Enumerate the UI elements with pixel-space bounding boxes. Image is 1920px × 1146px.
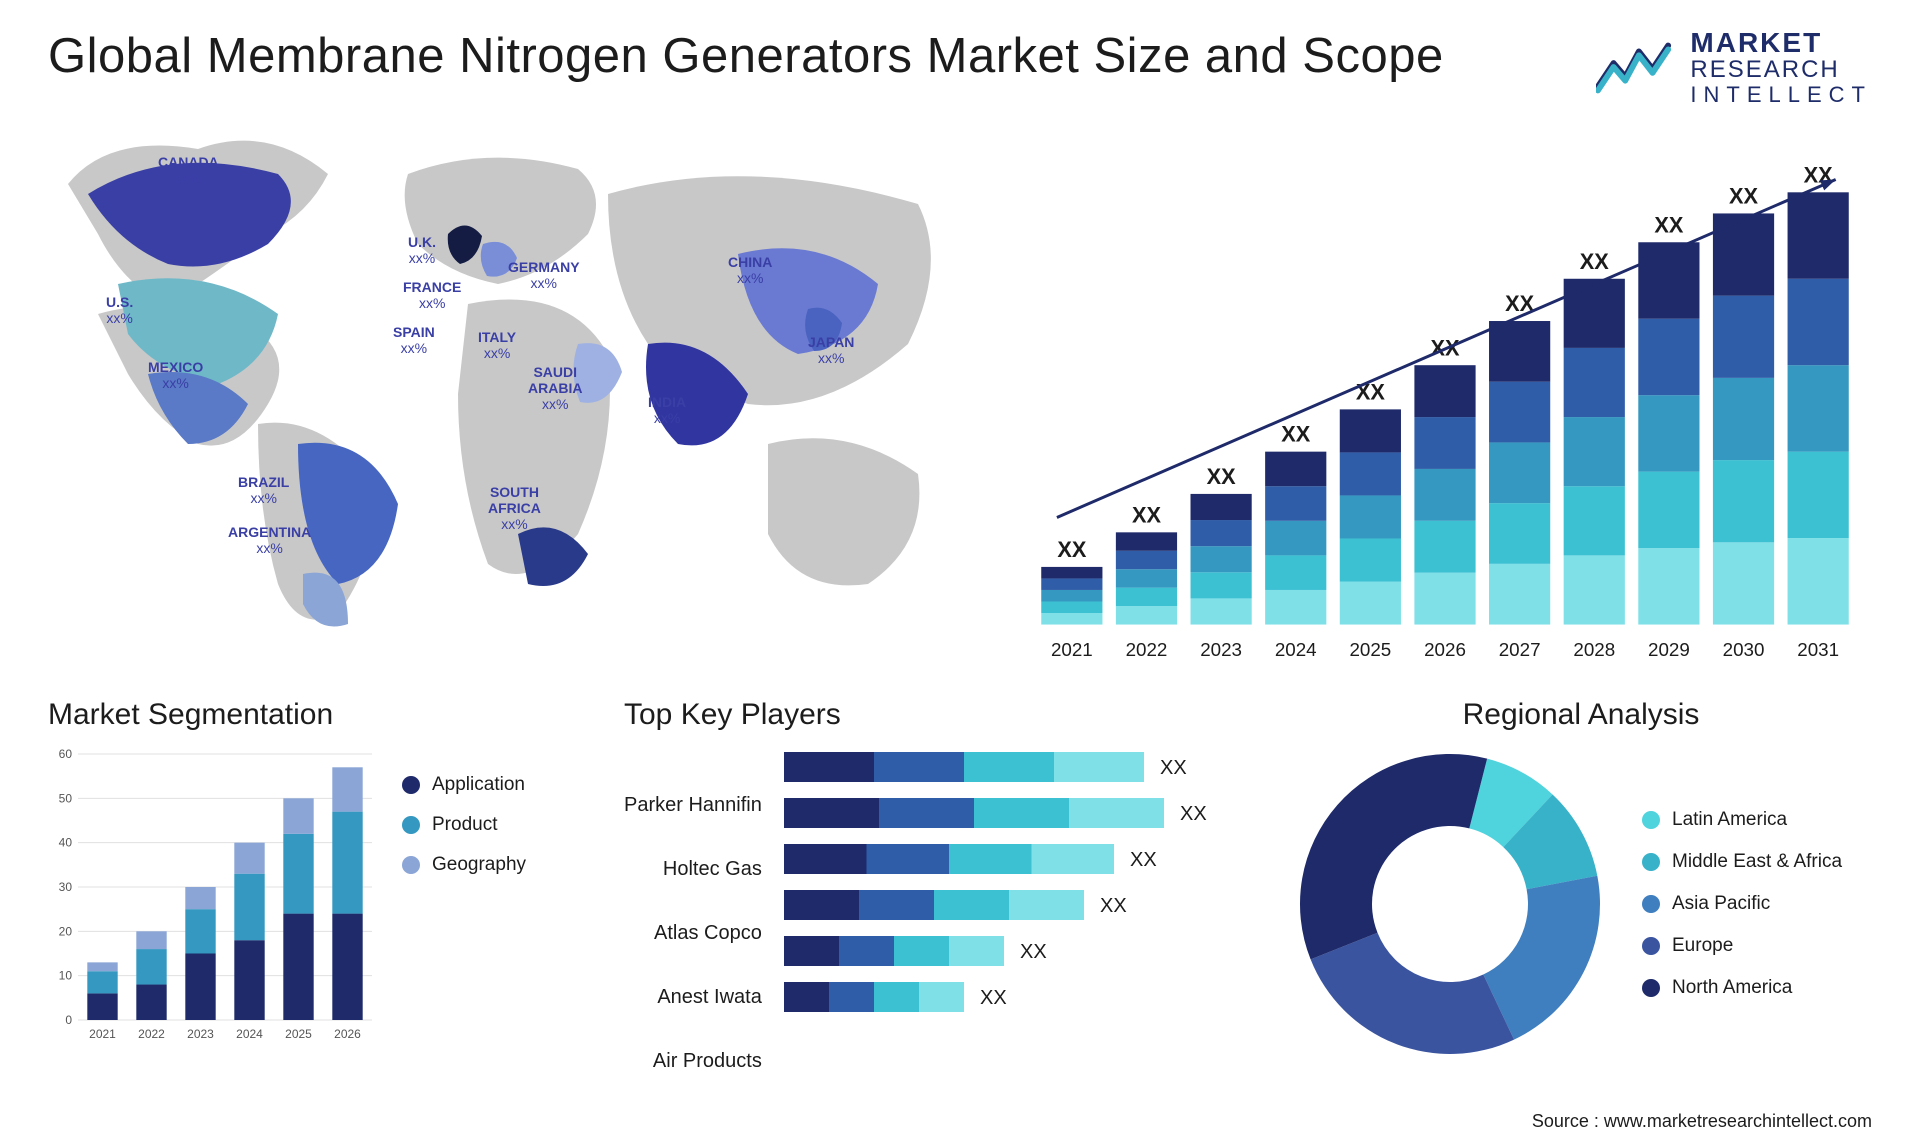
map-label: SOUTHAFRICAxx% [488,484,541,532]
legend-item: North America [1642,977,1842,999]
regional-donut [1290,744,1610,1064]
svg-text:50: 50 [59,791,73,805]
brand-line-1: MARKET [1690,28,1872,57]
brand-icon [1596,39,1674,95]
main-chart-svg: XX 2021 XX 2022 XX 2023 XX 2024 XX 2025 XX 2026 XX 20… [1018,130,1872,674]
svg-text:30: 30 [59,880,73,894]
map-label: SAUDIARABIAxx% [528,364,582,412]
map-label: SPAINxx% [393,324,435,356]
map-label: MEXICOxx% [148,359,203,391]
regional-legend: Latin America Middle East & Africa Asia Pa… [1642,809,1842,999]
map-label: U.S.xx% [106,294,133,326]
svg-text:XX: XX [1180,803,1207,825]
player-label: Holtec Gas [624,854,762,900]
map-label: BRAZILxx% [238,474,289,506]
svg-text:60: 60 [59,747,73,761]
page-title: Global Membrane Nitrogen Generators Mark… [48,28,1444,84]
svg-text:0: 0 [65,1013,72,1027]
key-players-title: Top Key Players [624,698,1254,732]
bottom-row: Market Segmentation 0 10 20 30 40 50 60 2021 202… [48,698,1872,1092]
map-label: ITALYxx% [478,329,516,361]
map-label: GERMANYxx% [508,259,580,291]
svg-text:2028: 2028 [1573,639,1615,660]
svg-text:XX: XX [1356,379,1386,404]
svg-text:2022: 2022 [1126,639,1168,660]
legend-item: Asia Pacific [1642,893,1842,915]
svg-text:XX: XX [1132,502,1162,527]
brand-logo: MARKET RESEARCH INTELLECT [1596,28,1872,106]
svg-text:2031: 2031 [1797,639,1839,660]
svg-text:2023: 2023 [187,1027,214,1041]
svg-text:2030: 2030 [1723,639,1765,660]
header: Global Membrane Nitrogen Generators Mark… [48,28,1872,106]
svg-text:XX: XX [1130,849,1157,871]
legend-item: Product [402,814,526,836]
svg-text:XX: XX [1020,941,1047,963]
main-chart: XX 2021 XX 2022 XX 2023 XX 2024 XX 2025 XX 2026 XX 20… [1018,114,1872,674]
player-label: Parker Hannifin [624,790,762,836]
svg-text:2022: 2022 [138,1027,165,1041]
svg-text:2021: 2021 [1051,639,1093,660]
svg-text:XX: XX [1100,895,1127,917]
brand-line-3: INTELLECT [1690,83,1872,106]
legend-item: Middle East & Africa [1642,851,1842,873]
svg-text:10: 10 [59,968,73,982]
segmentation-legend: Application Product Geography [402,774,526,1044]
source-attribution: Source : www.marketresearchintellect.com [1532,1111,1872,1132]
svg-text:XX: XX [1654,212,1684,237]
svg-text:2024: 2024 [1275,639,1317,660]
map-label: FRANCExx% [403,279,461,311]
legend-item: Latin America [1642,809,1842,831]
world-map-svg [48,114,978,674]
svg-text:2023: 2023 [1200,639,1242,660]
key-players-chart: XX XX XX XX XX XX [778,744,1218,1034]
svg-text:XX: XX [1207,464,1237,489]
brand-line-2: RESEARCH [1690,57,1872,82]
player-label: Atlas Copco [624,918,762,964]
svg-text:2024: 2024 [236,1027,263,1041]
regional-panel: Regional Analysis Latin America Middle Ea… [1290,698,1872,1092]
svg-text:XX: XX [980,987,1007,1009]
player-label: Air Products [624,1046,762,1092]
map-label: CHINAxx% [728,254,772,286]
svg-text:2025: 2025 [285,1027,312,1041]
map-label: JAPANxx% [808,334,854,366]
svg-text:XX: XX [1729,183,1759,208]
svg-text:20: 20 [59,924,73,938]
svg-text:2021: 2021 [89,1027,116,1041]
map-label: CANADAxx% [158,154,219,186]
world-map: CANADAxx% U.S.xx% MEXICOxx% BRAZILxx% ARGENT… [48,114,978,674]
key-players-labels: Parker Hannifin Holtec Gas Atlas Copco Anes… [624,790,762,1092]
svg-text:40: 40 [59,835,73,849]
map-label: ARGENTINAxx% [228,524,311,556]
svg-text:XX: XX [1057,537,1087,562]
map-label: U.K.xx% [408,234,436,266]
segmentation-chart: 0 10 20 30 40 50 60 2021 2022 2023 2024 2025 2026 [48,744,378,1044]
svg-text:XX: XX [1160,757,1187,779]
svg-text:2029: 2029 [1648,639,1690,660]
map-label: INDIAxx% [648,394,686,426]
legend-item: Europe [1642,935,1842,957]
svg-text:2026: 2026 [1424,639,1466,660]
top-row: CANADAxx% U.S.xx% MEXICOxx% BRAZILxx% ARGENT… [48,114,1872,674]
segmentation-title: Market Segmentation [48,698,588,732]
svg-text:2026: 2026 [334,1027,361,1041]
player-label: Anest Iwata [624,982,762,1028]
legend-item: Geography [402,854,526,876]
segmentation-panel: Market Segmentation 0 10 20 30 40 50 60 2021 202… [48,698,588,1092]
svg-text:XX: XX [1580,249,1610,274]
regional-title: Regional Analysis [1290,698,1872,732]
svg-text:XX: XX [1281,421,1311,446]
svg-text:2025: 2025 [1349,639,1391,660]
legend-item: Application [402,774,526,796]
key-players-panel: Top Key Players Parker Hannifin Holtec Ga… [624,698,1254,1092]
svg-text:2027: 2027 [1499,639,1541,660]
